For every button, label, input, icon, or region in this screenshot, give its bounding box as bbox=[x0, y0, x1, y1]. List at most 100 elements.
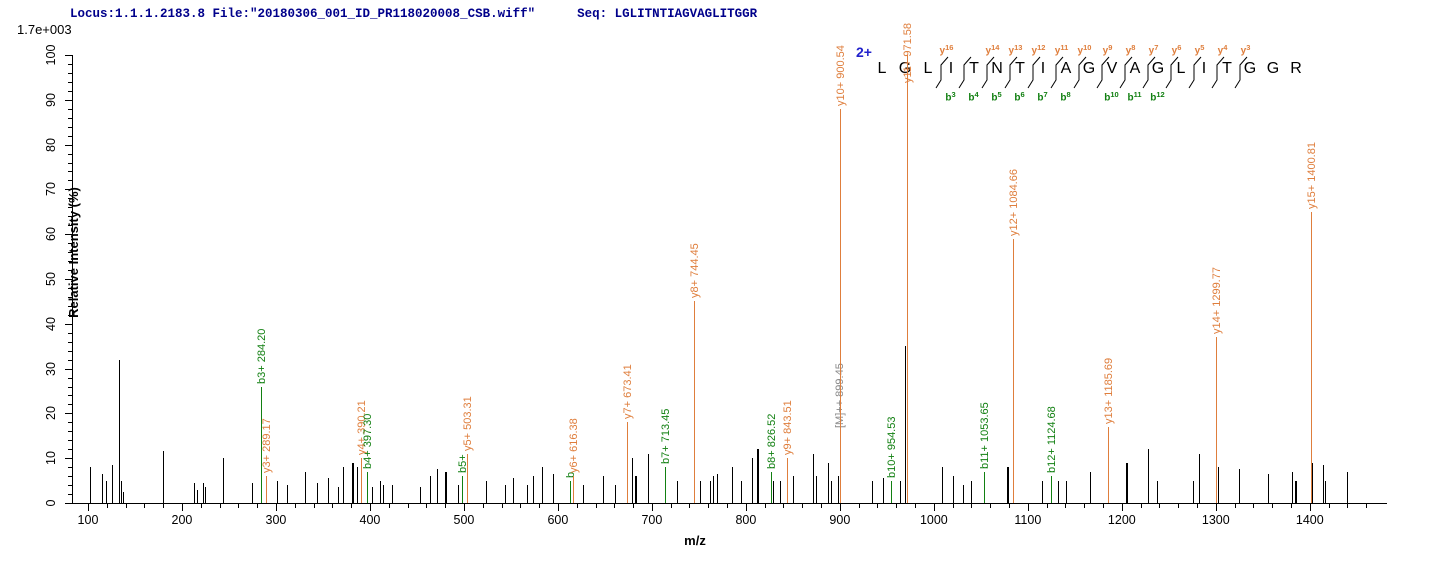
peak bbox=[105, 480, 107, 503]
x-minor-tick bbox=[971, 504, 973, 508]
peak bbox=[731, 467, 733, 503]
precursor-charge: 2+ bbox=[856, 44, 872, 60]
y-ion-label-y14: y14 bbox=[985, 43, 1000, 57]
x-minor-tick bbox=[670, 504, 672, 508]
x-major-tick bbox=[369, 504, 371, 511]
peak bbox=[342, 467, 344, 503]
residue-18: G bbox=[1266, 60, 1280, 77]
peak bbox=[871, 480, 873, 503]
x-minor-tick bbox=[1197, 504, 1199, 508]
residue-12: A bbox=[1129, 60, 1141, 77]
residue-1: L bbox=[877, 60, 887, 77]
peak bbox=[526, 485, 528, 503]
x-minor-tick bbox=[1234, 504, 1236, 508]
y-minor-tick bbox=[68, 476, 72, 478]
peak bbox=[1193, 480, 1195, 503]
locus-file-label: Locus:1.1.1.2183.8 File:"20180306_001_ID… bbox=[70, 7, 536, 21]
residue-8: I bbox=[1040, 60, 1046, 77]
peak bbox=[445, 471, 448, 503]
peak bbox=[1089, 471, 1091, 503]
peak bbox=[1007, 467, 1010, 503]
peak bbox=[741, 480, 743, 503]
residue-13: G bbox=[1151, 60, 1165, 77]
peak bbox=[122, 491, 124, 503]
x-tick-label: 700 bbox=[641, 513, 663, 527]
peak bbox=[380, 480, 382, 503]
ion-peak-y3 bbox=[265, 476, 267, 503]
y-minor-tick bbox=[68, 467, 72, 469]
y-ion-label-y9: y9 bbox=[1102, 43, 1113, 57]
x-minor-tick bbox=[501, 504, 503, 508]
x-tick-label: 1400 bbox=[1295, 513, 1324, 527]
fragment-mark-icon bbox=[1096, 56, 1110, 95]
y-major-tick bbox=[65, 144, 72, 146]
ion-peak-b10 bbox=[891, 480, 893, 503]
ion-peak-label-b7: b7+ 713.45 bbox=[659, 408, 672, 465]
ion-peak-label-b4: b4+ 397.30 bbox=[362, 413, 375, 469]
peak bbox=[327, 478, 329, 503]
y-minor-tick bbox=[68, 350, 72, 352]
y-ion-label-y16: y16 bbox=[939, 43, 954, 57]
peak bbox=[337, 487, 339, 503]
x-minor-tick bbox=[257, 504, 259, 508]
ion-peak-label-y14: y14+ 1299.77 bbox=[1210, 267, 1223, 335]
peak bbox=[962, 485, 964, 503]
x-major-tick bbox=[1027, 504, 1029, 511]
residue-3: L bbox=[923, 60, 933, 77]
peak bbox=[1267, 473, 1269, 503]
x-minor-tick bbox=[802, 504, 804, 508]
peak bbox=[752, 458, 754, 503]
y-minor-tick bbox=[68, 395, 72, 397]
x-minor-tick bbox=[482, 504, 484, 508]
y-ion-label-y7: y7 bbox=[1148, 43, 1159, 57]
x-minor-tick bbox=[689, 504, 691, 508]
b-ion-label-b10: b10 bbox=[1104, 90, 1119, 104]
peak bbox=[1148, 449, 1150, 503]
x-minor-tick bbox=[783, 504, 785, 508]
peak bbox=[583, 485, 585, 503]
peak bbox=[904, 346, 906, 503]
fragment-mark-icon bbox=[1165, 56, 1179, 95]
residue-10: G bbox=[1082, 60, 1096, 77]
y-ion-label-y13: y13 bbox=[1008, 43, 1023, 57]
peak bbox=[1156, 480, 1158, 503]
x-minor-tick bbox=[821, 504, 823, 508]
fragment-mark-icon bbox=[1234, 56, 1248, 95]
peak bbox=[632, 458, 634, 503]
peak bbox=[779, 480, 781, 503]
peak bbox=[251, 482, 253, 503]
ion-peak-y4 bbox=[360, 458, 362, 503]
y-axis-line bbox=[72, 55, 73, 504]
ion-peak-label-y11: y11+ 971.58 bbox=[902, 23, 915, 84]
peak bbox=[812, 453, 814, 503]
x-major-tick bbox=[87, 504, 89, 511]
ion-peak-y11 bbox=[907, 55, 909, 503]
peak bbox=[615, 485, 617, 503]
x-axis-title: m/z bbox=[684, 533, 706, 548]
x-tick-label: 500 bbox=[453, 513, 475, 527]
x-minor-tick bbox=[858, 504, 860, 508]
y-ion-label-y5: y5 bbox=[1194, 43, 1205, 57]
x-major-tick bbox=[651, 504, 653, 511]
peak bbox=[648, 453, 650, 503]
y-tick-label: 40 bbox=[44, 316, 58, 331]
x-minor-tick bbox=[896, 504, 898, 508]
peak bbox=[102, 473, 104, 503]
y-minor-tick bbox=[68, 332, 72, 334]
peak bbox=[392, 485, 394, 503]
ion-peak-y12 bbox=[1013, 238, 1015, 503]
x-major-tick bbox=[839, 504, 841, 511]
peak bbox=[419, 487, 421, 503]
ion-peak-b4 bbox=[367, 471, 369, 503]
peak bbox=[118, 359, 120, 503]
residue-7: T bbox=[1015, 60, 1025, 77]
residue-19: R bbox=[1290, 60, 1302, 77]
peak bbox=[971, 480, 973, 503]
x-minor-tick bbox=[1178, 504, 1180, 508]
y-minor-tick bbox=[68, 314, 72, 316]
ion-peak-y8 bbox=[693, 301, 695, 503]
x-minor-tick bbox=[219, 504, 221, 508]
fragment-mark-icon bbox=[1188, 56, 1202, 95]
ion-peak-label-b8: b8+ 826.52 bbox=[765, 413, 778, 469]
